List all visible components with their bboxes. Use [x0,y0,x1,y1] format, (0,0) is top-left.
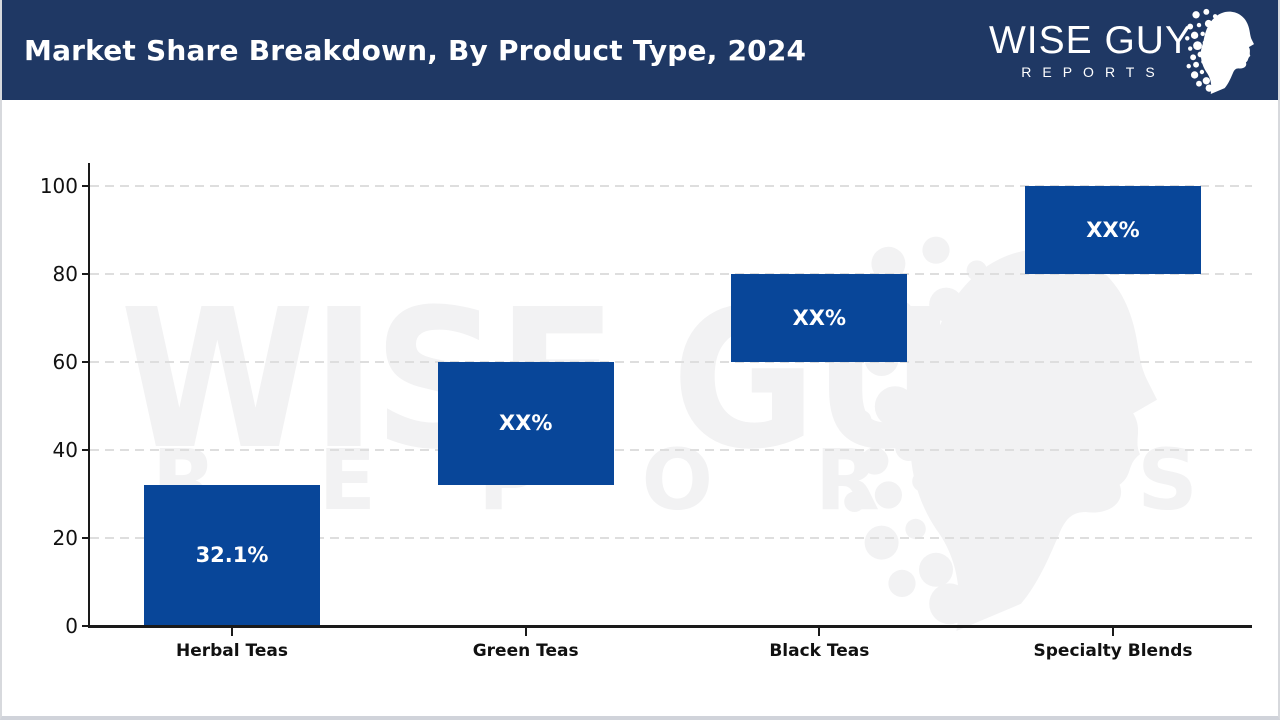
bar-black-teas [731,274,908,362]
gridline-20 [90,537,1252,539]
y-tick-label-80: 80 [52,262,78,286]
bar-value-label-green-teas: XX% [498,411,553,436]
brand-logo: WISE GUY REPORTS [989,6,1264,94]
logo-head-icon [1178,6,1264,94]
y-tick-mark-0 [82,625,90,627]
page-title: Market Share Breakdown, By Product Type,… [24,33,807,67]
header: Market Share Breakdown, By Product Type,… [2,0,1278,100]
logo-wordmark: WISE GUY REPORTS [989,21,1192,80]
y-tick-label-0: 0 [65,614,78,638]
y-tick-label-100: 100 [39,174,78,198]
gridline-40 [90,449,1252,451]
watermark-head-icon [834,222,1174,636]
x-tick-label-green-teas: Green Teas [472,641,579,661]
y-tick-mark-20 [82,537,90,539]
y-axis-spine [88,163,90,628]
y-tick-mark-100 [82,185,90,187]
gridline-100 [90,185,1252,187]
y-tick-mark-80 [82,273,90,275]
x-axis-spine [88,625,1252,628]
logo-line1: WISE GUY [988,18,1192,62]
bar-value-label-black-teas: XX% [792,306,847,330]
x-tick-mark-specialty-blends [1112,628,1114,636]
y-tick-mark-60 [82,361,90,363]
bar-green-teas [437,362,614,485]
bar-value-label-specialty-blends: XX% [1086,218,1140,242]
bar-herbal-teas [144,484,320,626]
x-tick-label-herbal-teas: Herbal Teas [176,641,288,661]
x-tick-mark-green-teas [524,628,527,636]
x-tick-mark-black-teas [818,628,821,636]
y-tick-mark-40 [82,449,90,451]
y-tick-label-60: 60 [52,350,78,374]
gridline-60 [90,361,1252,363]
y-tick-label-20: 20 [52,526,78,550]
chart-canvas: WISE GUY REPORTS 0 20 40 60 80 100 32.1% Herbal… [2,100,1278,716]
y-tick-label-40: 40 [52,438,78,462]
x-tick-label-specialty-blends: Specialty Blends [1033,641,1193,661]
x-tick-label-black-teas: Black Teas [769,641,870,661]
bar-specialty-blends [1025,186,1201,274]
logo-line2: REPORTS [1021,63,1166,80]
x-tick-mark-herbal-teas [231,628,233,636]
gridline-80 [90,273,1252,275]
bar-value-label-herbal-teas: 32.1% [195,543,269,568]
